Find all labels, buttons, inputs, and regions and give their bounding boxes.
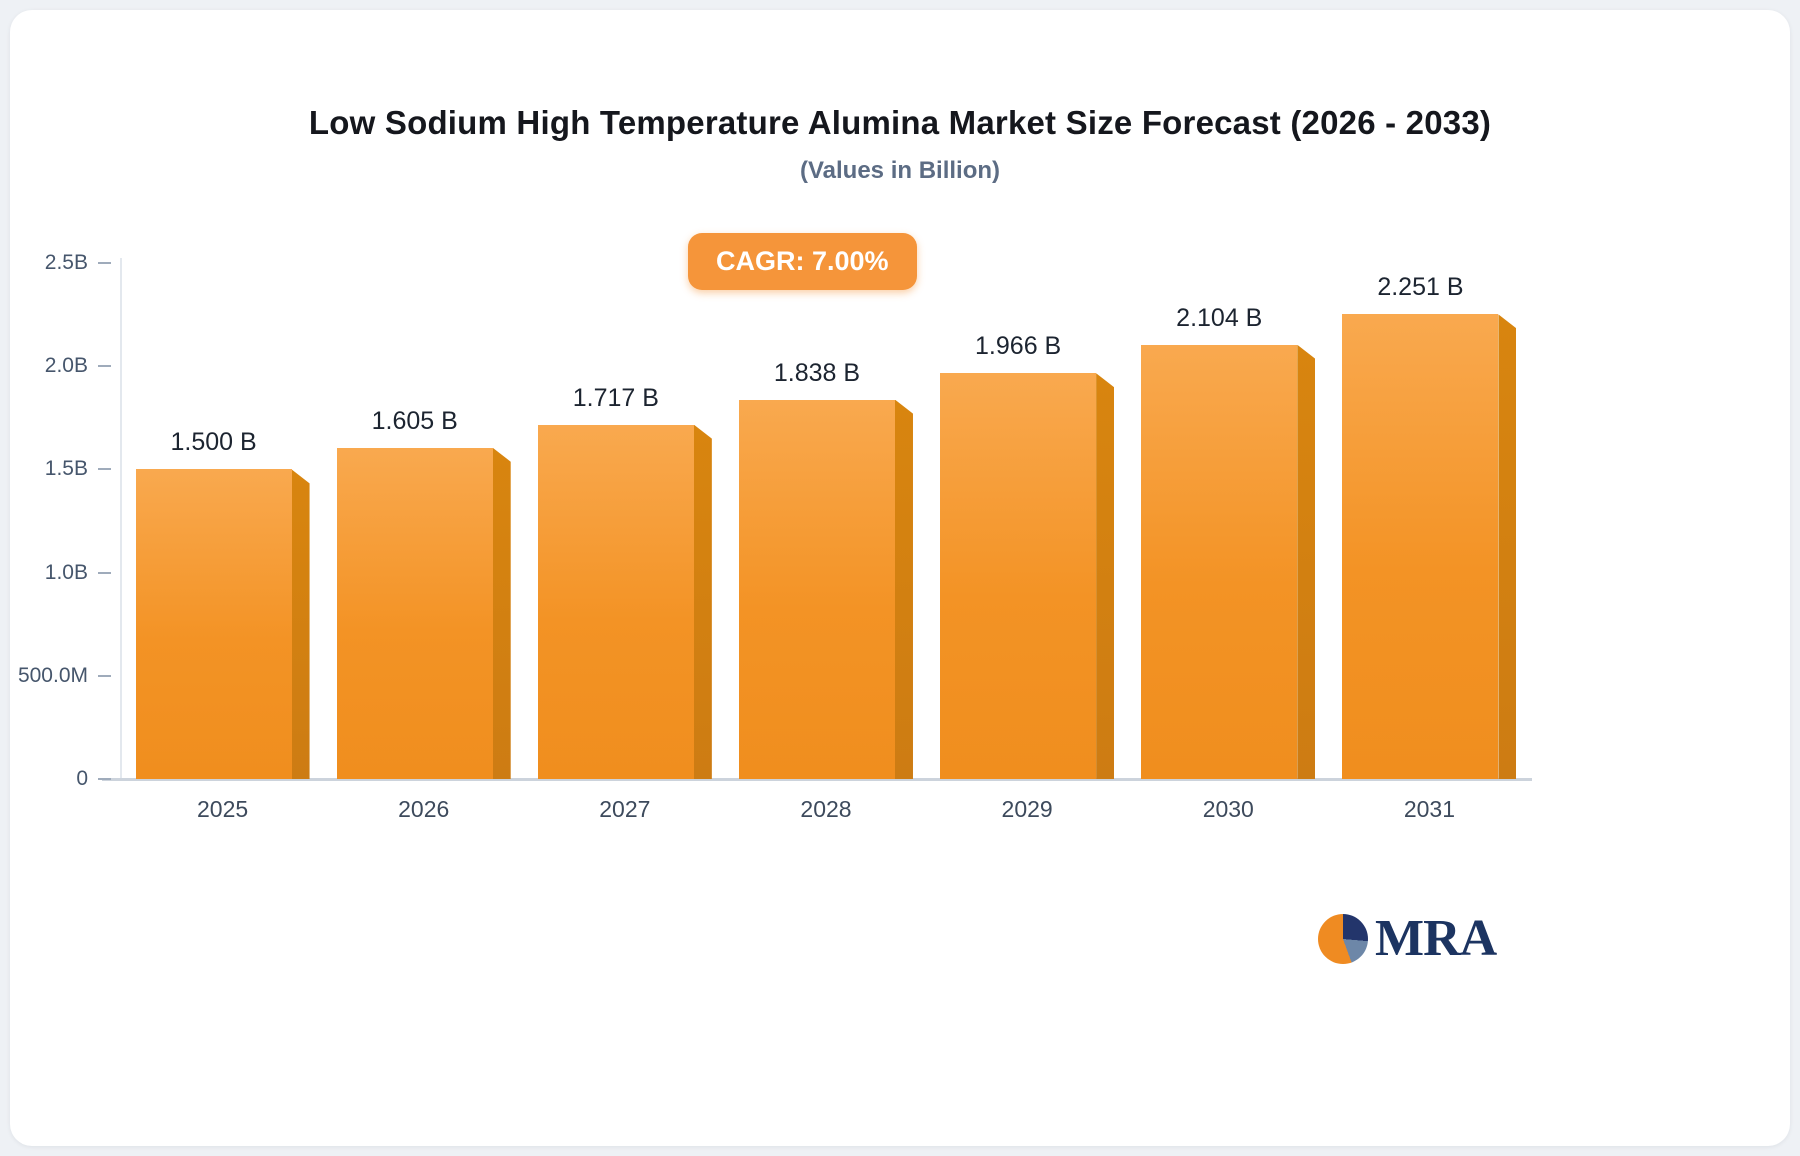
x-axis-label: 2026 xyxy=(398,796,450,822)
bar-value-label: 1.605 B xyxy=(371,406,458,435)
bar-value-label: 1.717 B xyxy=(572,383,659,412)
x-axis-label: 2029 xyxy=(1001,796,1053,822)
x-axis-label: 2028 xyxy=(800,796,852,822)
bar-value-label: 1.500 B xyxy=(170,428,257,457)
bar-2030 xyxy=(1141,344,1316,779)
bar-slot: 1.500 B xyxy=(135,263,310,779)
y-axis-tick-mark xyxy=(98,674,111,677)
y-axis-tick-label: 0 xyxy=(76,767,88,790)
y-axis-tick-label: 2.0B xyxy=(44,354,88,378)
bar-slot: 1.717 B xyxy=(537,263,712,779)
y-axis-tick-label: 1.5B xyxy=(44,457,88,481)
y-axis-tick-mark xyxy=(98,778,111,780)
chart-card: Low Sodium High Temperature Alumina Mark… xyxy=(10,10,1790,1146)
bar-slot: 2.104 B xyxy=(1141,263,1316,779)
bar-side-face xyxy=(1498,314,1517,779)
brand-logo-text: MRA xyxy=(1375,910,1497,967)
bar-2028 xyxy=(738,399,913,779)
bar-side-face xyxy=(492,447,511,779)
y-axis-tick-label: 2.5B xyxy=(44,251,88,274)
bar-front-face xyxy=(537,424,694,779)
y-axis-tick-label: 1.0B xyxy=(44,560,88,584)
bar-front-face xyxy=(738,399,895,779)
x-axis-label: 2025 xyxy=(196,796,249,822)
x-axis-label: 2027 xyxy=(599,796,651,822)
bar-side-face xyxy=(1096,373,1115,779)
chart-canvas: Low Sodium High Temperature Alumina Mark… xyxy=(10,10,1790,1146)
bars-container: 1.500 B 1.605 B 1.717 B 1.838 B 1.966 B 2.104… xyxy=(122,263,1530,779)
bar-slot: 1.605 B xyxy=(336,263,511,779)
y-axis-tick-mark xyxy=(98,468,111,471)
bar-front-face xyxy=(1141,344,1298,779)
y-axis-tick-label: 500.0M xyxy=(17,663,88,687)
bar-slot: 1.838 B xyxy=(738,263,913,779)
bar-2026 xyxy=(336,447,511,779)
bar-side-face xyxy=(291,469,310,779)
bar-front-face xyxy=(135,469,292,779)
x-axis-label: 2031 xyxy=(1403,796,1455,822)
bar-2029 xyxy=(940,373,1115,779)
bar-value-label: 1.838 B xyxy=(773,358,861,387)
chart-title: Low Sodium High Temperature Alumina Mark… xyxy=(308,104,1492,141)
y-axis-tick-mark xyxy=(98,262,111,264)
pie-chart-icon xyxy=(1318,914,1368,964)
y-axis-tick-mark xyxy=(98,365,111,368)
bar-front-face xyxy=(336,447,493,779)
bar-side-face xyxy=(693,424,712,779)
bar-2025 xyxy=(135,469,310,779)
y-axis-tick-mark xyxy=(98,571,111,574)
x-axis-labels: 2025 2026 2027 2028 2029 2030 2031 xyxy=(122,796,1530,823)
bar-front-face xyxy=(940,373,1097,779)
bar-front-face xyxy=(1342,314,1499,779)
bar-value-label: 1.966 B xyxy=(975,332,1062,361)
brand-logo: MRA xyxy=(1318,910,1497,967)
bar-slot: 2.251 B xyxy=(1342,263,1517,779)
bar-slot: 1.966 B xyxy=(940,263,1115,779)
chart-subtitle: (Values in Billion) xyxy=(799,157,1001,184)
bar-2031 xyxy=(1342,314,1517,779)
bar-value-label: 2.251 B xyxy=(1377,273,1464,302)
cagr-badge: CAGR: 7.00% xyxy=(688,233,917,290)
y-axis-line xyxy=(120,258,122,780)
bar-2027 xyxy=(537,424,712,779)
bar-side-face xyxy=(1297,344,1316,779)
x-axis-label: 2030 xyxy=(1202,796,1254,822)
bar-side-face xyxy=(894,399,913,779)
bar-value-label: 2.104 B xyxy=(1176,303,1263,332)
x-axis-baseline xyxy=(102,778,1532,781)
